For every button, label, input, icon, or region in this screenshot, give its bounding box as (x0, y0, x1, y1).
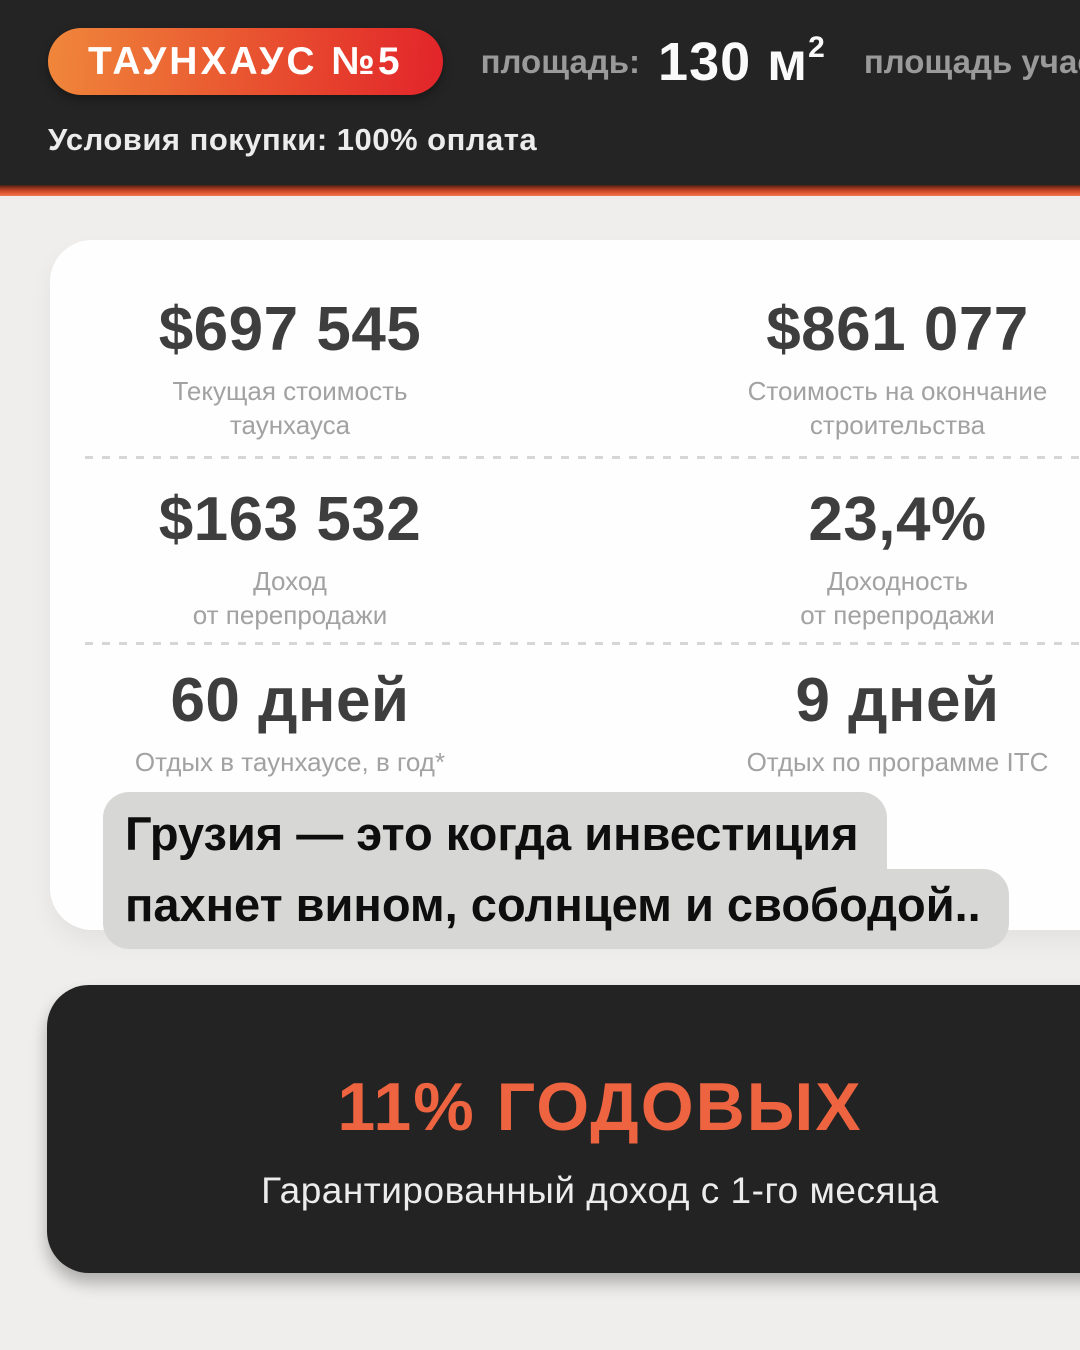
caption-line-2: пахнет вином, солнцем и свободой.. (103, 868, 1009, 950)
stat-current-price: $697 545 Текущая стоимость таунхауса (50, 297, 530, 456)
stats-row-2: $163 532 Доход от перепродажи 23,4% Дохо… (50, 459, 1080, 642)
dashed-divider (85, 642, 1080, 645)
stat-resale-income: $163 532 Доход от перепродажи (50, 487, 530, 642)
stat-label: Стоимость на окончание строительства (747, 376, 1048, 440)
stat-value: $697 545 (158, 295, 422, 364)
stat-label: Текущая стоимость таунхауса (172, 376, 408, 440)
purchase-terms: Условия покупки: 100% оплата (48, 122, 538, 157)
caption-line-1: Грузия — это когда инвестиция (103, 792, 887, 869)
plot-area-spec: площадь участка: 48 (864, 31, 1080, 93)
caption-bubble: Грузия — это когда инвестиция пахнет вин… (103, 792, 1009, 950)
plot-area-label: площадь участка: (863, 42, 1080, 80)
townhouse-badge: ТАУНХАУС №5 (48, 28, 443, 95)
stat-rest-days-itc: 9 дней Отдых по программе ITC (530, 668, 1080, 780)
stat-value: 23,4% (808, 485, 987, 554)
stat-value: $861 077 (766, 295, 1029, 364)
townhouse-badge-label: ТАУНХАУС №5 (88, 39, 403, 83)
stat-value: 9 дней (795, 666, 1000, 735)
stats-row-1: $697 545 Текущая стоимость таунхауса $86… (50, 240, 1080, 456)
offer-subtitle: Гарантированный доход с 1-го месяца (261, 1170, 939, 1211)
stat-label: Отдых по программе ITC (746, 747, 1049, 778)
stat-value: $163 532 (158, 485, 422, 554)
offer-rate: 11% ГОДОВЫХ (337, 1069, 863, 1145)
area-label: площадь: (480, 42, 641, 80)
stat-label: Отдых в таунхаусе, в год* (134, 747, 446, 778)
area-unit-sup: 2 (808, 30, 826, 64)
accent-divider (0, 185, 1080, 196)
header-bar: ТАУНХАУС №5 площадь: 130 м2 площадь учас… (0, 0, 1080, 196)
stat-label: Доходность от перепродажи (800, 566, 995, 630)
stat-label: Доход от перепродажи (192, 566, 388, 630)
offer-card: 11% ГОДОВЫХ Гарантированный доход с 1-го… (47, 985, 1080, 1273)
stat-rest-days-townhouse: 60 дней Отдых в таунхаусе, в год* (50, 668, 530, 780)
dashed-divider (85, 456, 1080, 459)
header-row: ТАУНХАУС №5 площадь: 130 м2 площадь учас… (48, 28, 1080, 95)
stat-completion-price: $861 077 Стоимость на окончание строител… (530, 297, 1080, 456)
stat-value: 60 дней (170, 666, 410, 735)
stat-resale-yield: 23,4% Доходность от перепродажи (530, 487, 1080, 642)
stats-row-3: 60 дней Отдых в таунхаусе, в год* 9 дней… (50, 645, 1080, 780)
